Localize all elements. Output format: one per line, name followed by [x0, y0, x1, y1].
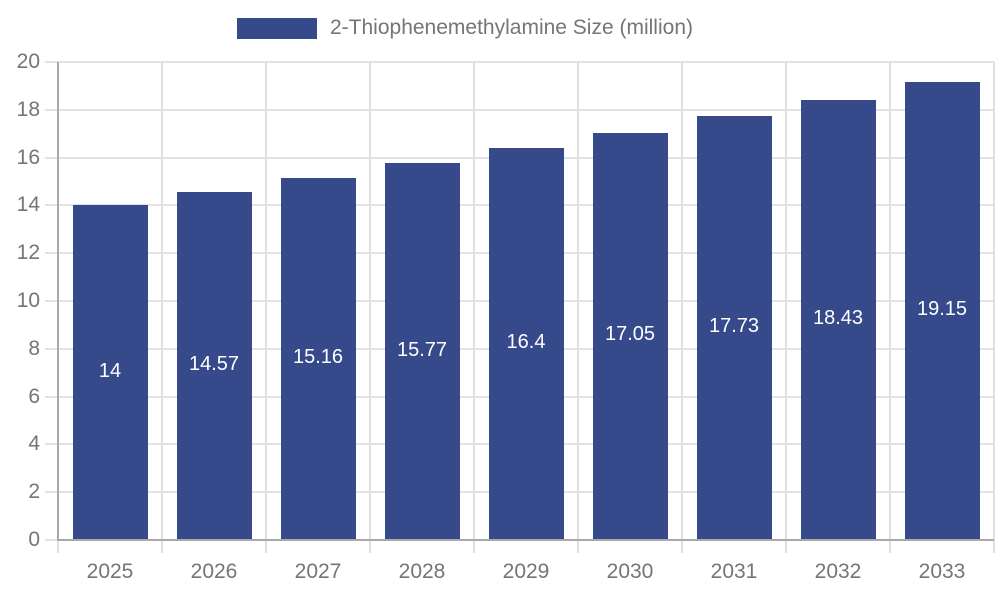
- y-axis-tick-label: 14: [16, 193, 40, 217]
- bar: [72, 205, 148, 539]
- y-axis-line: [57, 62, 59, 540]
- vertical-gridline: [161, 62, 163, 553]
- horizontal-gridline: [45, 61, 994, 63]
- bar-value-label: 14: [98, 359, 122, 382]
- vertical-gridline: [577, 62, 579, 553]
- legend-item[interactable]: 2-Thiophenemethylamine Size (million): [237, 16, 693, 40]
- vertical-gridline: [993, 62, 995, 553]
- x-axis-tick-label: 2028: [398, 560, 446, 583]
- vertical-gridline: [265, 62, 267, 553]
- x-axis-tick-label: 2026: [190, 560, 238, 583]
- bar-value-label: 19.15: [916, 298, 968, 321]
- legend-container: 2-Thiophenemethylamine Size (million): [0, 16, 930, 40]
- bar-value-label: 16.4: [506, 331, 546, 354]
- y-axis-tick-label: 0: [28, 528, 40, 551]
- legend-label: 2-Thiophenemethylamine Size (million): [330, 16, 693, 39]
- bar-value-label: 15.77: [396, 338, 448, 361]
- bar: [592, 132, 668, 539]
- bar: [280, 177, 356, 539]
- x-axis-tick-label: 2029: [502, 560, 550, 583]
- bar: [904, 82, 980, 539]
- x-axis-tick-label: 2027: [294, 560, 342, 583]
- y-axis-tick-label: 2: [28, 480, 40, 504]
- x-axis-tick-label: 2031: [710, 560, 758, 583]
- y-axis-tick-label: 18: [16, 97, 40, 121]
- bar-value-label: 14.57: [188, 352, 240, 375]
- bar: [488, 148, 564, 539]
- bar: [800, 99, 876, 539]
- bar: [696, 116, 772, 539]
- x-axis-tick-label: 2033: [918, 560, 966, 583]
- bar-value-label: 17.73: [708, 315, 760, 338]
- vertical-gridline: [889, 62, 891, 553]
- x-axis-tick-label: 2025: [86, 560, 134, 583]
- bar-value-label: 15.16: [292, 345, 344, 368]
- vertical-gridline: [369, 62, 371, 553]
- y-axis-tick-label: 10: [16, 289, 40, 312]
- y-axis-tick-label: 6: [28, 384, 40, 408]
- vertical-gridline: [473, 62, 475, 553]
- y-axis-tick-label: 16: [16, 145, 40, 169]
- horizontal-gridline: [45, 108, 994, 111]
- legend-swatch: [237, 17, 317, 39]
- y-axis-tick-label: 12: [16, 241, 40, 265]
- y-axis-tick-label: 20: [16, 50, 40, 73]
- vertical-gridline: [681, 62, 683, 553]
- y-axis-tick-label: 4: [28, 432, 40, 456]
- x-axis-tick-label: 2030: [606, 560, 654, 583]
- x-axis-tick-label: 2032: [814, 560, 862, 583]
- bar-value-label: 17.05: [604, 323, 656, 346]
- y-axis-tick-label: 8: [28, 336, 40, 360]
- bar: [176, 191, 252, 539]
- vertical-gridline: [785, 62, 787, 553]
- x-axis-line: [57, 539, 994, 541]
- bar-value-label: 18.43: [812, 306, 864, 329]
- bar: [384, 163, 460, 539]
